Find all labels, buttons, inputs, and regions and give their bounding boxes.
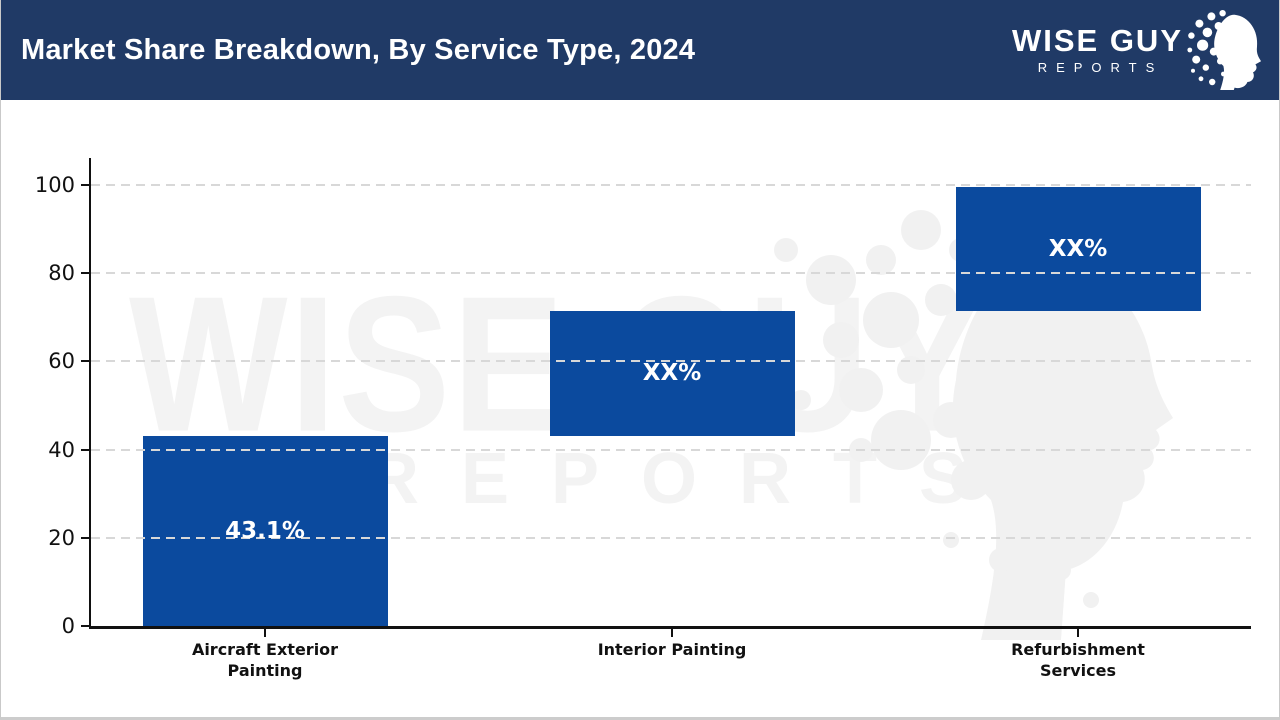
y-tick-100 [81, 184, 89, 186]
y-tick-label-100: 100 [34, 173, 75, 197]
x-tick-3 [1077, 629, 1079, 637]
x-tick-2 [671, 629, 673, 637]
bar-value-label-2: XX% [642, 360, 702, 387]
chart-area: WISE GUY REPORTS 0 20 40 60 80 100 43.1% Aircra… [1, 100, 1280, 717]
bar-1 [142, 435, 388, 626]
y-tick-label-0: 0 [61, 614, 75, 638]
x-category-label-2: Interior Painting [597, 640, 747, 659]
header: Market Share Breakdown, By Service Type,… [1, 0, 1279, 100]
gridline-80 [91, 272, 1251, 275]
y-tick-40 [81, 448, 89, 451]
y-tick-label-60: 60 [48, 349, 75, 374]
bar-2 [549, 310, 795, 436]
x-tick-1 [264, 629, 266, 637]
bar-value-label-1: 43.1% [225, 517, 305, 544]
logo-wordmark-line1: WISE GUY [1011, 23, 1183, 59]
x-category-label-1: Aircraft Exterior Painting [191, 640, 339, 680]
gridline-60 [91, 360, 1251, 363]
page-title: Market Share Breakdown, By Service Type,… [21, 33, 696, 66]
bar-3 [955, 186, 1201, 311]
y-tick-80 [81, 272, 89, 275]
y-axis-line [89, 158, 91, 628]
bar-value-label-3: XX% [1048, 235, 1108, 262]
gridline-20 [91, 536, 1251, 539]
gridline-40 [91, 448, 1251, 451]
wiseguy-logo: WISE GUY REPORTS [1012, 0, 1279, 100]
y-tick-0 [81, 625, 89, 627]
x-axis-line [89, 626, 1251, 629]
logo-face-icon [1187, 10, 1261, 90]
y-tick-60 [81, 360, 89, 363]
x-category-label-3: Refurbishment Services [1011, 640, 1145, 680]
logo-wordmark-line2: REPORTS [1037, 59, 1164, 75]
y-tick-label-40: 40 [48, 437, 75, 462]
y-tick-label-20: 20 [48, 525, 75, 550]
gridline-100 [91, 184, 1251, 186]
y-tick-label-80: 80 [48, 261, 75, 286]
y-tick-20 [81, 536, 89, 539]
logo-wordmark: WISE GUY REPORTS [1012, 25, 1183, 75]
